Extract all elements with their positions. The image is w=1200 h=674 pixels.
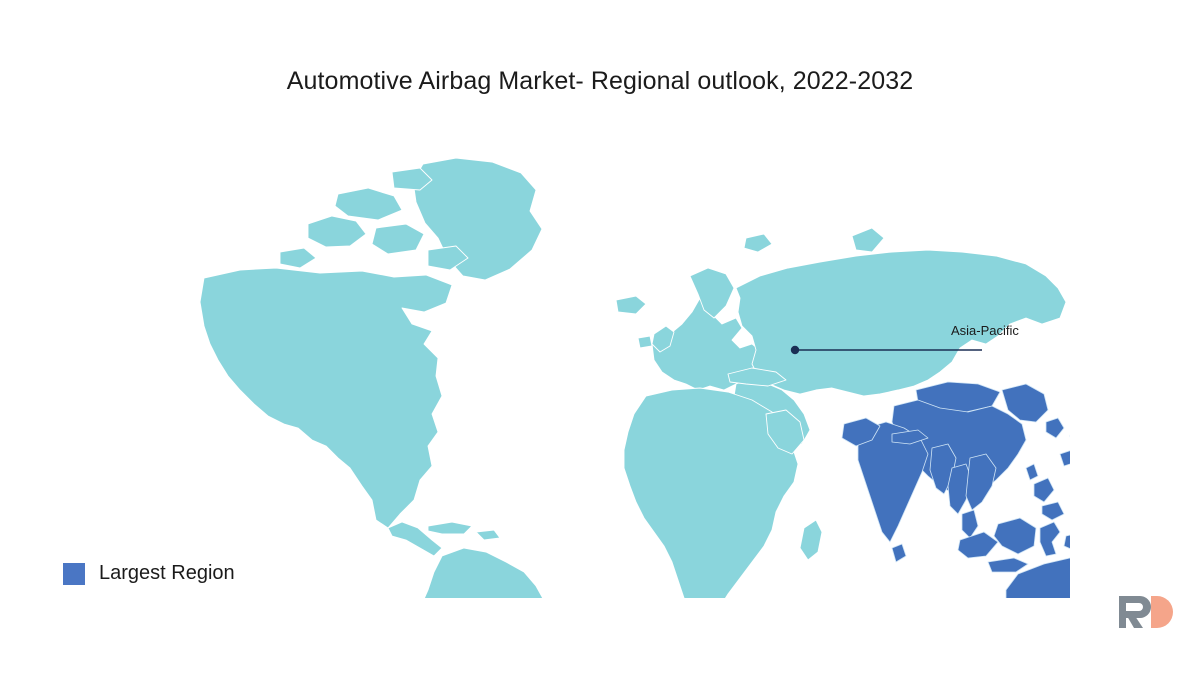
country-vietnam-laos-cambodia [965,453,997,511]
country-canada-arctic-3 [371,223,425,255]
country-nepal-bhutan [891,429,929,445]
country-indonesia-borneo [993,517,1037,555]
country-indonesia-sumatra [957,531,999,559]
island-novaya-zemlya [851,227,885,253]
region-arabia [765,409,805,455]
logo-mark-d [1151,596,1173,628]
country-canada-arctic-5 [279,247,317,269]
country-australia [1005,557,1070,598]
country-indonesia-papua [1063,534,1070,550]
base-regions-layer [199,157,1067,598]
country-canada-arctic-2 [334,187,403,221]
country-indonesia-java [987,557,1029,573]
region-central-america [387,521,443,557]
logo-letter-r [1119,596,1151,628]
country-canada-arctic-1 [307,215,367,248]
country-south-korea [1045,417,1065,439]
country-sri-lanka [891,543,907,563]
region-scandinavia [689,267,735,319]
region-turkey-caucasus [727,367,787,387]
legend-label-largest-region: Largest Region [99,562,235,584]
world-map-container [180,128,1070,598]
country-indonesia-sulawesi [1039,521,1061,557]
legend: Largest Region [63,562,235,585]
island-cuba [427,521,473,535]
island-iceland [615,295,647,315]
continent-south-america [423,547,544,598]
country-philippines-mindanao [1041,501,1065,521]
country-canada-arctic-6 [427,245,469,271]
country-thailand [947,463,973,515]
country-pakistan [841,417,881,447]
island-hispaniola [475,529,501,541]
country-japan-kyushu [1059,450,1070,467]
world-map [199,157,1070,598]
page-title: Automotive Airbag Market- Regional outlo… [286,66,914,95]
island-svalbard [743,233,773,253]
country-china-northeast [1001,383,1049,423]
highlighted-region-asia-pacific [841,381,1070,598]
country-canada-arctic-4 [391,167,433,191]
country-taiwan [1025,463,1039,481]
country-malaysia-peninsula [961,509,979,539]
country-canada-usa-mexico [199,267,453,529]
island-madagascar [799,519,823,561]
country-philippines-luzon [1033,477,1055,503]
legend-swatch-largest-region [63,562,85,585]
brand-logo-icon [1119,596,1173,628]
island-ireland [637,335,653,349]
annotation-label-asia-pacific: Asia-Pacific [951,323,1019,338]
